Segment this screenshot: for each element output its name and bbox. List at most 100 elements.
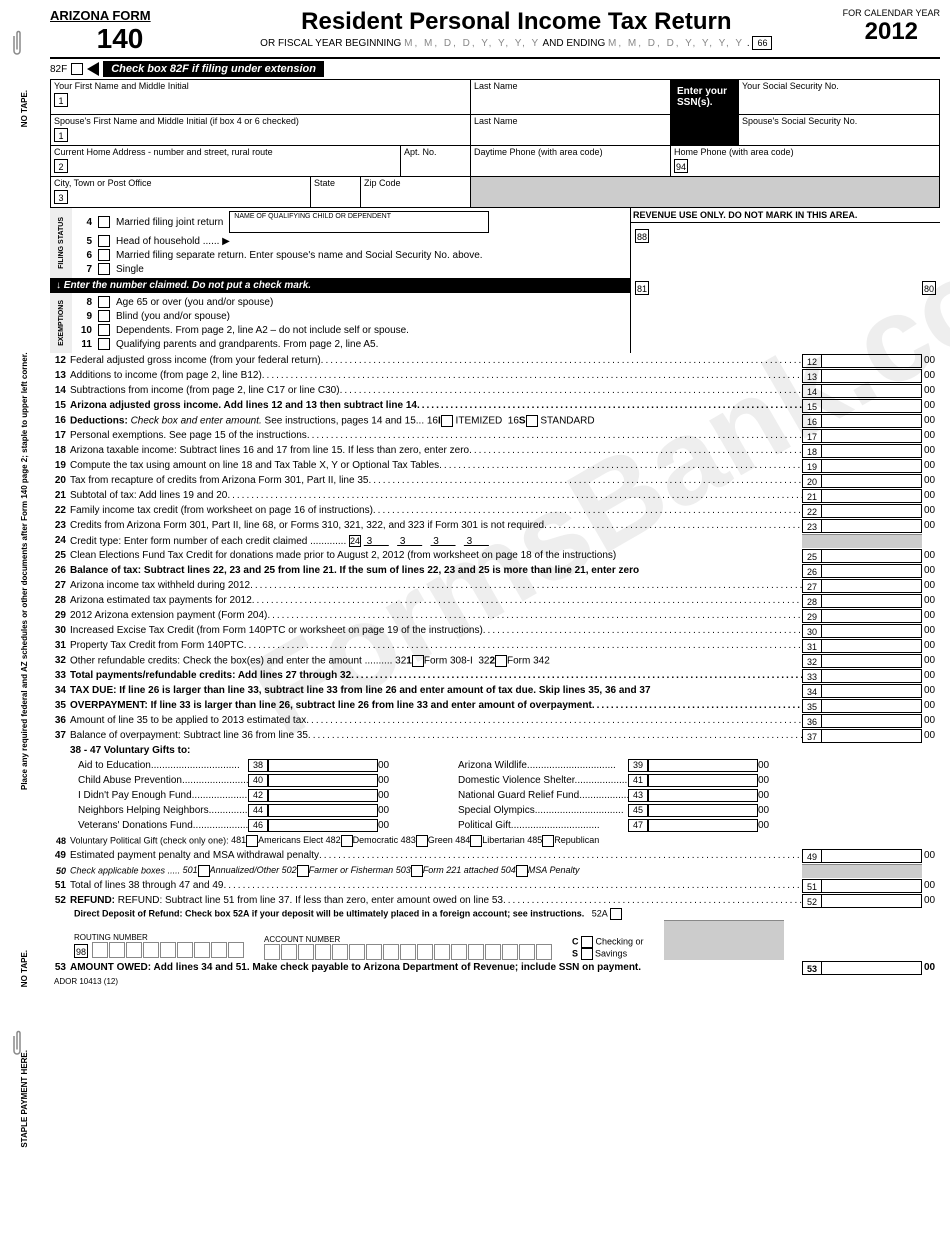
line-23: 23Credits from Arizona Form 301, Part II… (50, 518, 940, 533)
tax-computation-lines: 12Federal adjusted gross income (from yo… (50, 353, 940, 743)
line-12: 12Federal adjusted gross income (from yo… (50, 353, 940, 368)
box-82f-label: 82F (50, 64, 67, 75)
line-32: 32Other refundable credits: Check the bo… (50, 653, 940, 668)
revenue-use-label: REVENUE USE ONLY. DO NOT MARK IN THIS AR… (631, 208, 940, 223)
apt-label: Apt. No. (401, 146, 471, 176)
single-label: Single (116, 264, 144, 275)
line-22: 22Family income tax credit (from workshe… (50, 503, 940, 518)
checkbox-52a[interactable] (610, 908, 622, 920)
box-98: 98 (74, 944, 88, 958)
gifts-header: 38 - 47 Voluntary Gifts to: (50, 743, 940, 758)
line-18: 18Arizona taxable income: Subtract lines… (50, 443, 940, 458)
gift-41: Domestic Violence Shelter4100 (458, 773, 838, 788)
fiscal-year-line: OR FISCAL YEAR BEGINNING M, M, D, D, Y, … (190, 36, 843, 50)
ssn-label: Your Social Security No. (739, 80, 939, 114)
line-37: 37Balance of overpayment: Subtract line … (50, 728, 940, 743)
line-51: 51Total of lines 38 through 47 and 49510… (50, 878, 940, 893)
account-label: ACCOUNT NUMBER (264, 935, 552, 944)
row-num: 1 (54, 128, 68, 142)
line-27: 27Arizona income tax withheld during 201… (50, 578, 940, 593)
checkbox-savings[interactable] (581, 948, 593, 960)
age65-label: Age 65 or over (you and/or spouse) (116, 297, 273, 308)
zip-label: Zip Code (361, 177, 471, 207)
exemption-10-box[interactable] (98, 324, 110, 336)
checkbox-single[interactable] (98, 263, 110, 275)
qualifying-parents-label: Qualifying parents and grandparents. Fro… (116, 339, 378, 350)
row-num: 1 (54, 93, 68, 107)
staple-payment-label: STAPLE PAYMENT HERE. (20, 1050, 29, 1148)
gift-39: Arizona Wildlife3900 (458, 758, 838, 773)
line-14: 14Subtractions from income (from page 2,… (50, 383, 940, 398)
line-30: 30Increased Excise Tax Credit (from Form… (50, 623, 940, 638)
line-21: 21Subtotal of tax: Add lines 19 and 2021… (50, 488, 940, 503)
box-81: 81 (635, 281, 649, 295)
form-number: 140 (50, 23, 190, 55)
box-94: 94 (674, 159, 688, 173)
exemption-11-box[interactable] (98, 338, 110, 350)
line-19: 19Compute the tax using amount on line 1… (50, 458, 940, 473)
account-input[interactable] (264, 944, 552, 960)
row-num: 2 (54, 159, 68, 173)
line-20: 20Tax from recapture of credits from Ari… (50, 473, 940, 488)
line-31: 31Property Tax Credit from Form 140PTC31… (50, 638, 940, 653)
line-29: 292012 Arizona extension payment (Form 2… (50, 608, 940, 623)
line-16: 16Deductions: Check box and enter amount… (50, 413, 940, 428)
gift-38: Aid to Education3800 (78, 758, 458, 773)
last-name-label: Last Name (471, 80, 671, 114)
gift-40: Child Abuse Prevention4000 (78, 773, 458, 788)
filing-status-section: FILING STATUS 4Married filing joint retu… (50, 208, 630, 278)
routing-label: ROUTING NUMBER (74, 933, 244, 942)
checkbox-mfs[interactable] (98, 249, 110, 261)
address-label: Current Home Address - number and street… (54, 147, 397, 157)
dependents-label: Dependents. From page 2, line A2 – do no… (116, 325, 409, 336)
gift-46: Veterans' Donations Fund4600 (78, 818, 458, 833)
hoh-label: Head of household ...... ▶ (116, 236, 230, 247)
checkbox-mfj[interactable] (98, 216, 110, 228)
exemptions-label: EXEMPTIONS (58, 300, 65, 346)
line-33: 33Total payments/refundable credits: Add… (50, 668, 940, 683)
checkbox-checking[interactable] (581, 936, 593, 948)
form-footer: ADOR 10413 (12) (50, 975, 940, 986)
bank-info-row: ROUTING NUMBER 98 ACCOUNT NUMBER C Check… (50, 920, 940, 960)
city-label: City, Town or Post Office (54, 178, 307, 188)
exemption-instruction: ↓ Enter the number claimed. Do not put a… (50, 278, 630, 293)
calendar-year-label: FOR CALENDAR YEAR (843, 8, 940, 18)
box-80: 80 (922, 281, 936, 295)
box-88: 88 (635, 229, 649, 243)
qualifying-child-box[interactable]: NAME OF QUALIFYING CHILD OR DEPENDENT (229, 211, 489, 233)
checkbox-82f[interactable] (71, 63, 83, 75)
mfj-label: Married filing joint return (116, 217, 223, 228)
state-form-label: ARIZONA FORM (50, 8, 190, 23)
home-phone-label: Home Phone (with area code) (674, 147, 794, 157)
extension-row: 82F Check box 82F if filing under extens… (50, 61, 940, 77)
extension-instruction: Check box 82F if filing under extension (103, 61, 324, 77)
line-36: 36Amount of line 35 to be applied to 201… (50, 713, 940, 728)
line-15: 15Arizona adjusted gross income. Add lin… (50, 398, 940, 413)
line-13: 13Additions to income (from page 2, line… (50, 368, 940, 383)
filing-status-label: FILING STATUS (58, 217, 65, 269)
arrow-icon (87, 62, 99, 76)
spouse-ssn-label: Spouse's Social Security No. (739, 115, 939, 145)
blind-label: Blind (you and/or spouse) (116, 311, 230, 322)
routing-input[interactable] (92, 942, 244, 960)
exemption-9-box[interactable] (98, 310, 110, 322)
line-50: 50 Check applicable boxes ..... 501Annua… (50, 863, 940, 878)
paperclip-icon (8, 1030, 26, 1060)
taxpayer-info: Your First Name and Middle Initial 1 Las… (50, 79, 940, 208)
row-num: 3 (54, 190, 68, 204)
first-name-label: Your First Name and Middle Initial (54, 81, 467, 91)
enter-ssn-label: Enter your SSN(s). (671, 80, 739, 114)
line-49: 49Estimated payment penalty and MSA with… (50, 848, 940, 863)
line-26: 26Balance of tax: Subtract lines 22, 23 … (50, 563, 940, 578)
direct-deposit-row: Direct Deposit of Refund: Check box 52A … (50, 908, 940, 920)
gift-47: Political Gift4700 (458, 818, 838, 833)
checkbox-hoh[interactable] (98, 235, 110, 247)
exemption-8-box[interactable] (98, 296, 110, 308)
gift-45: Special Olympics4500 (458, 803, 838, 818)
spouse-last-label: Last Name (471, 115, 671, 145)
tax-year: 2012 (843, 18, 940, 46)
exemptions-section: EXEMPTIONS 8Age 65 or over (you and/or s… (50, 293, 630, 353)
line-35: 35OVERPAYMENT: If line 33 is larger than… (50, 698, 940, 713)
form-header: ARIZONA FORM 140 Resident Personal Incom… (50, 8, 940, 59)
day-phone-label: Daytime Phone (with area code) (471, 146, 671, 176)
